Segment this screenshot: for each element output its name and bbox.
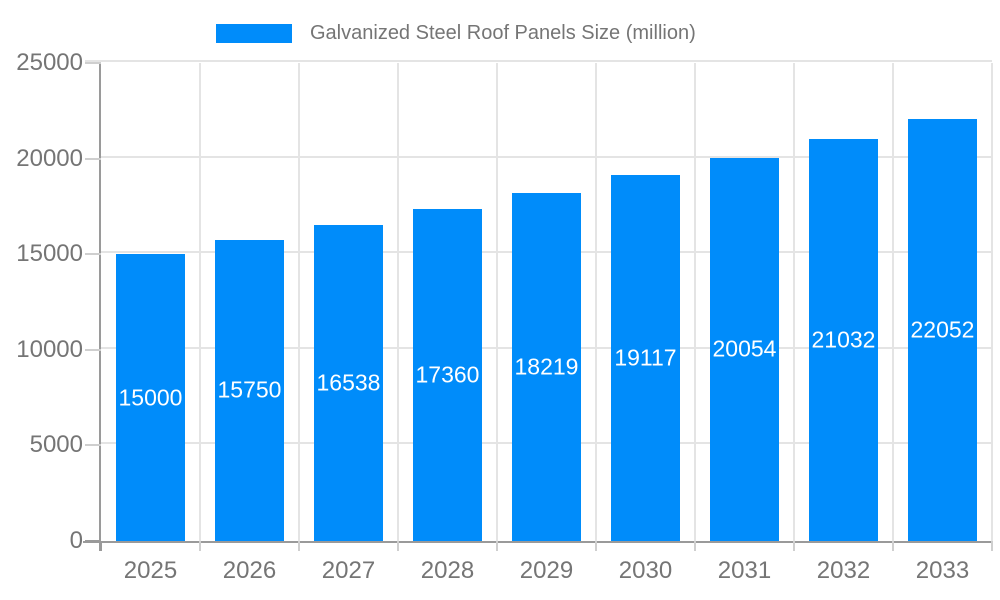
bar-column: 22052 — [893, 63, 992, 541]
bar-column: 16538 — [299, 63, 398, 541]
v-gridline — [595, 63, 597, 541]
x-tick-mark — [694, 541, 696, 551]
x-tick-label: 2031 — [717, 557, 772, 584]
plot-area: 15000 15750 16538 17360 18219 19117 20054 21032… — [83, 60, 993, 551]
v-gridline — [199, 63, 201, 541]
v-gridline — [396, 63, 399, 541]
bar-value-label: 16538 — [316, 369, 381, 396]
v-gridline — [991, 63, 993, 541]
x-tick-mark — [892, 541, 894, 551]
bar-column: 21032 — [794, 63, 893, 541]
x-tick-mark — [991, 541, 993, 551]
y-tick-label: 25000 — [16, 49, 83, 76]
h-gridline — [85, 60, 992, 62]
bar-value-label: 21032 — [811, 326, 876, 353]
bar: 19117 — [610, 175, 681, 541]
v-gridline — [793, 63, 795, 541]
y-tick-mark — [85, 540, 101, 542]
legend: Galvanized Steel Roof Panels Size (milli… — [216, 22, 696, 44]
bar: 22052 — [907, 119, 978, 541]
v-gridline — [892, 63, 894, 541]
bar-value-label: 19117 — [614, 344, 677, 371]
bar-value-label: 20054 — [712, 335, 777, 362]
bar: 16538 — [313, 224, 384, 541]
x-axis-line — [83, 541, 992, 543]
x-tick-label: 2026 — [222, 557, 277, 584]
bar-value-label: 18219 — [514, 353, 579, 380]
bar: 18219 — [511, 192, 582, 541]
y-tick-label: 5000 — [29, 431, 83, 459]
x-tick-mark — [595, 541, 597, 551]
bar-column: 15000 — [101, 63, 200, 541]
bar-value-label: 17360 — [415, 361, 480, 388]
bar-value-label: 15000 — [118, 384, 183, 411]
bar-value-label: 15750 — [217, 376, 282, 403]
x-tick-mark — [397, 541, 399, 551]
x-tick-label: 2032 — [816, 557, 871, 584]
y-tick-label: 20000 — [16, 144, 83, 172]
v-gridline — [693, 63, 696, 541]
bar: 15000 — [115, 254, 186, 541]
x-tick-mark — [793, 541, 795, 551]
legend-label: Galvanized Steel Roof Panels Size (milli… — [310, 21, 696, 44]
y-tick-label: 0 — [69, 527, 83, 554]
legend-marker — [216, 23, 292, 43]
bar-column: 20054 — [695, 63, 794, 541]
bar-column: 19117 — [596, 63, 695, 541]
y-tick-mark — [85, 253, 101, 256]
bar-column: 15750 — [200, 63, 299, 541]
v-gridline — [496, 63, 498, 541]
x-tick-label: 2033 — [915, 557, 970, 584]
y-tick-label: 10000 — [16, 335, 83, 363]
bar-column: 18219 — [497, 63, 596, 541]
y-tick-mark — [85, 157, 101, 160]
x-tick-label: 2030 — [618, 557, 673, 584]
bar: 20054 — [709, 157, 780, 541]
y-tick-mark — [85, 348, 101, 351]
bar: 21032 — [808, 138, 879, 541]
y-tick-label: 15000 — [16, 240, 83, 268]
y-tick-mark — [85, 62, 101, 64]
x-tick-mark — [100, 541, 102, 551]
v-gridline — [298, 63, 300, 541]
bar-column: 17360 — [398, 63, 497, 541]
x-tick-label: 2027 — [321, 557, 376, 584]
x-tick-label: 2028 — [420, 557, 475, 584]
bar: 17360 — [412, 209, 483, 541]
x-tick-label: 2025 — [123, 557, 178, 584]
bar: 15750 — [214, 239, 285, 541]
x-tick-mark — [496, 541, 498, 551]
y-tick-mark — [85, 444, 101, 447]
h-gridline — [101, 155, 992, 158]
x-tick-mark — [199, 541, 201, 551]
x-tick-mark — [298, 541, 300, 551]
y-axis-line — [99, 63, 101, 551]
x-tick-label: 2029 — [519, 557, 574, 584]
bar-value-label: 22052 — [910, 316, 975, 343]
